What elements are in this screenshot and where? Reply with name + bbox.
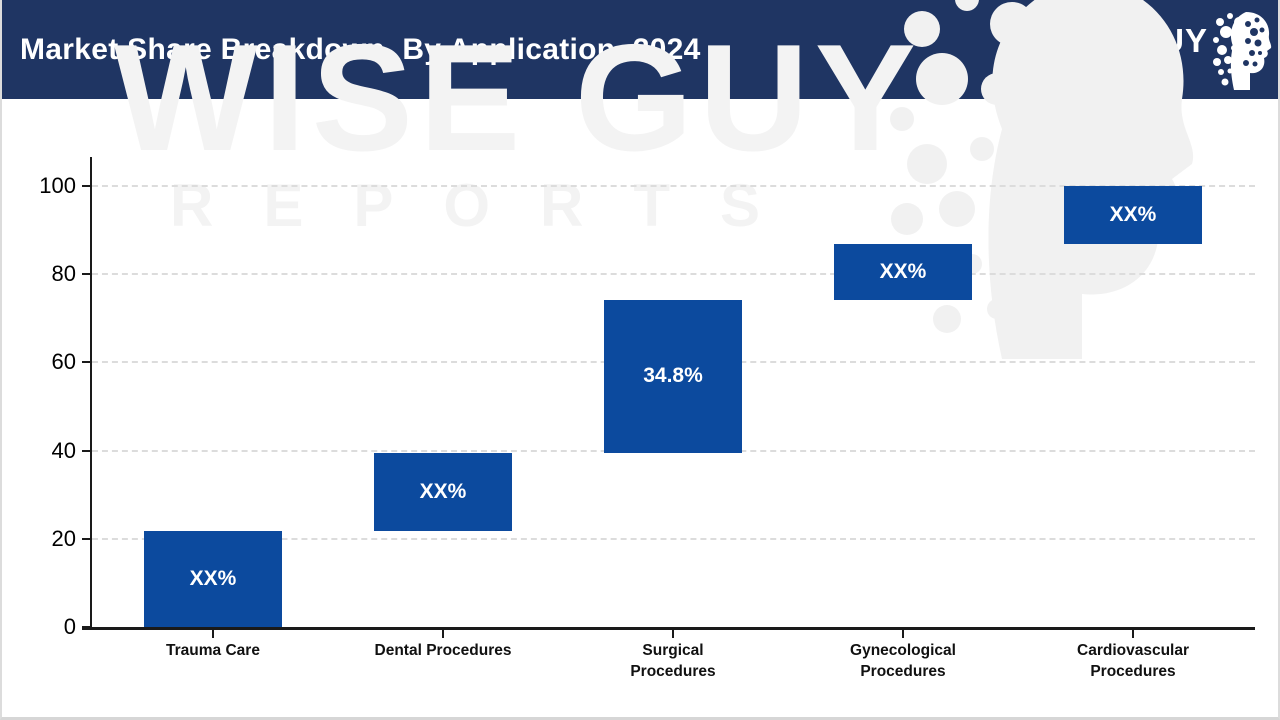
logo-head-icon [1213,12,1272,90]
bar-trauma-care: XX% [144,530,282,627]
y-tick-mark-60 [82,361,90,364]
y-tick-label-0: 0 [63,614,76,639]
bar-cardiovascular-procedures: XX% [1064,186,1202,244]
gridline-100 [82,185,1255,187]
bar-value-label: 34.8% [643,364,703,388]
x-axis-line [82,627,1255,630]
x-category-label: Trauma Care [166,642,260,659]
y-axis-line [90,157,92,630]
x-tick-mark-1 [442,630,444,638]
y-tick-label-100: 100 [39,173,76,198]
x-tick-mark-4 [1132,630,1134,638]
y-tick-label-20: 20 [51,525,76,551]
x-category-label: Surgical Procedures [630,642,716,680]
x-category-label: Gynecological Procedures [850,642,956,680]
x-tick-mark-0 [212,630,214,638]
x-category-label: Cardiovascular Procedures [1077,642,1189,680]
gridline-80 [82,273,1255,276]
watermark-wordmark: WISE GUY [114,13,923,183]
bar-gynecological-procedures: XX% [834,243,972,300]
bar-surgical-procedures: 34.8% [604,299,742,454]
x-tick-mark-2 [672,630,674,638]
y-tick-mark-40 [82,449,90,452]
watermark-head-icon [890,0,1194,359]
report-title: Market Share Breakdown, By Application, … [20,32,701,66]
bar-value-label: XX% [879,259,927,283]
watermark-subtext: REPORTS [170,172,811,239]
y-tick-label-80: 80 [51,261,76,287]
bar-dental-procedures: XX% [374,453,512,531]
x-category-label: Dental Procedures [374,642,512,659]
bar-value-label: XX% [419,480,467,504]
bar-value-label: XX% [1109,202,1157,226]
bar-value-label: XX% [189,566,237,590]
y-tick-label-60: 60 [51,349,76,375]
y-tick-mark-80 [82,273,90,276]
gridline-20 [82,537,1255,540]
y-tick-mark-20 [82,537,90,540]
y-tick-mark-100 [82,185,90,187]
y-tick-label-40: 40 [51,437,76,463]
x-tick-mark-3 [902,630,904,638]
